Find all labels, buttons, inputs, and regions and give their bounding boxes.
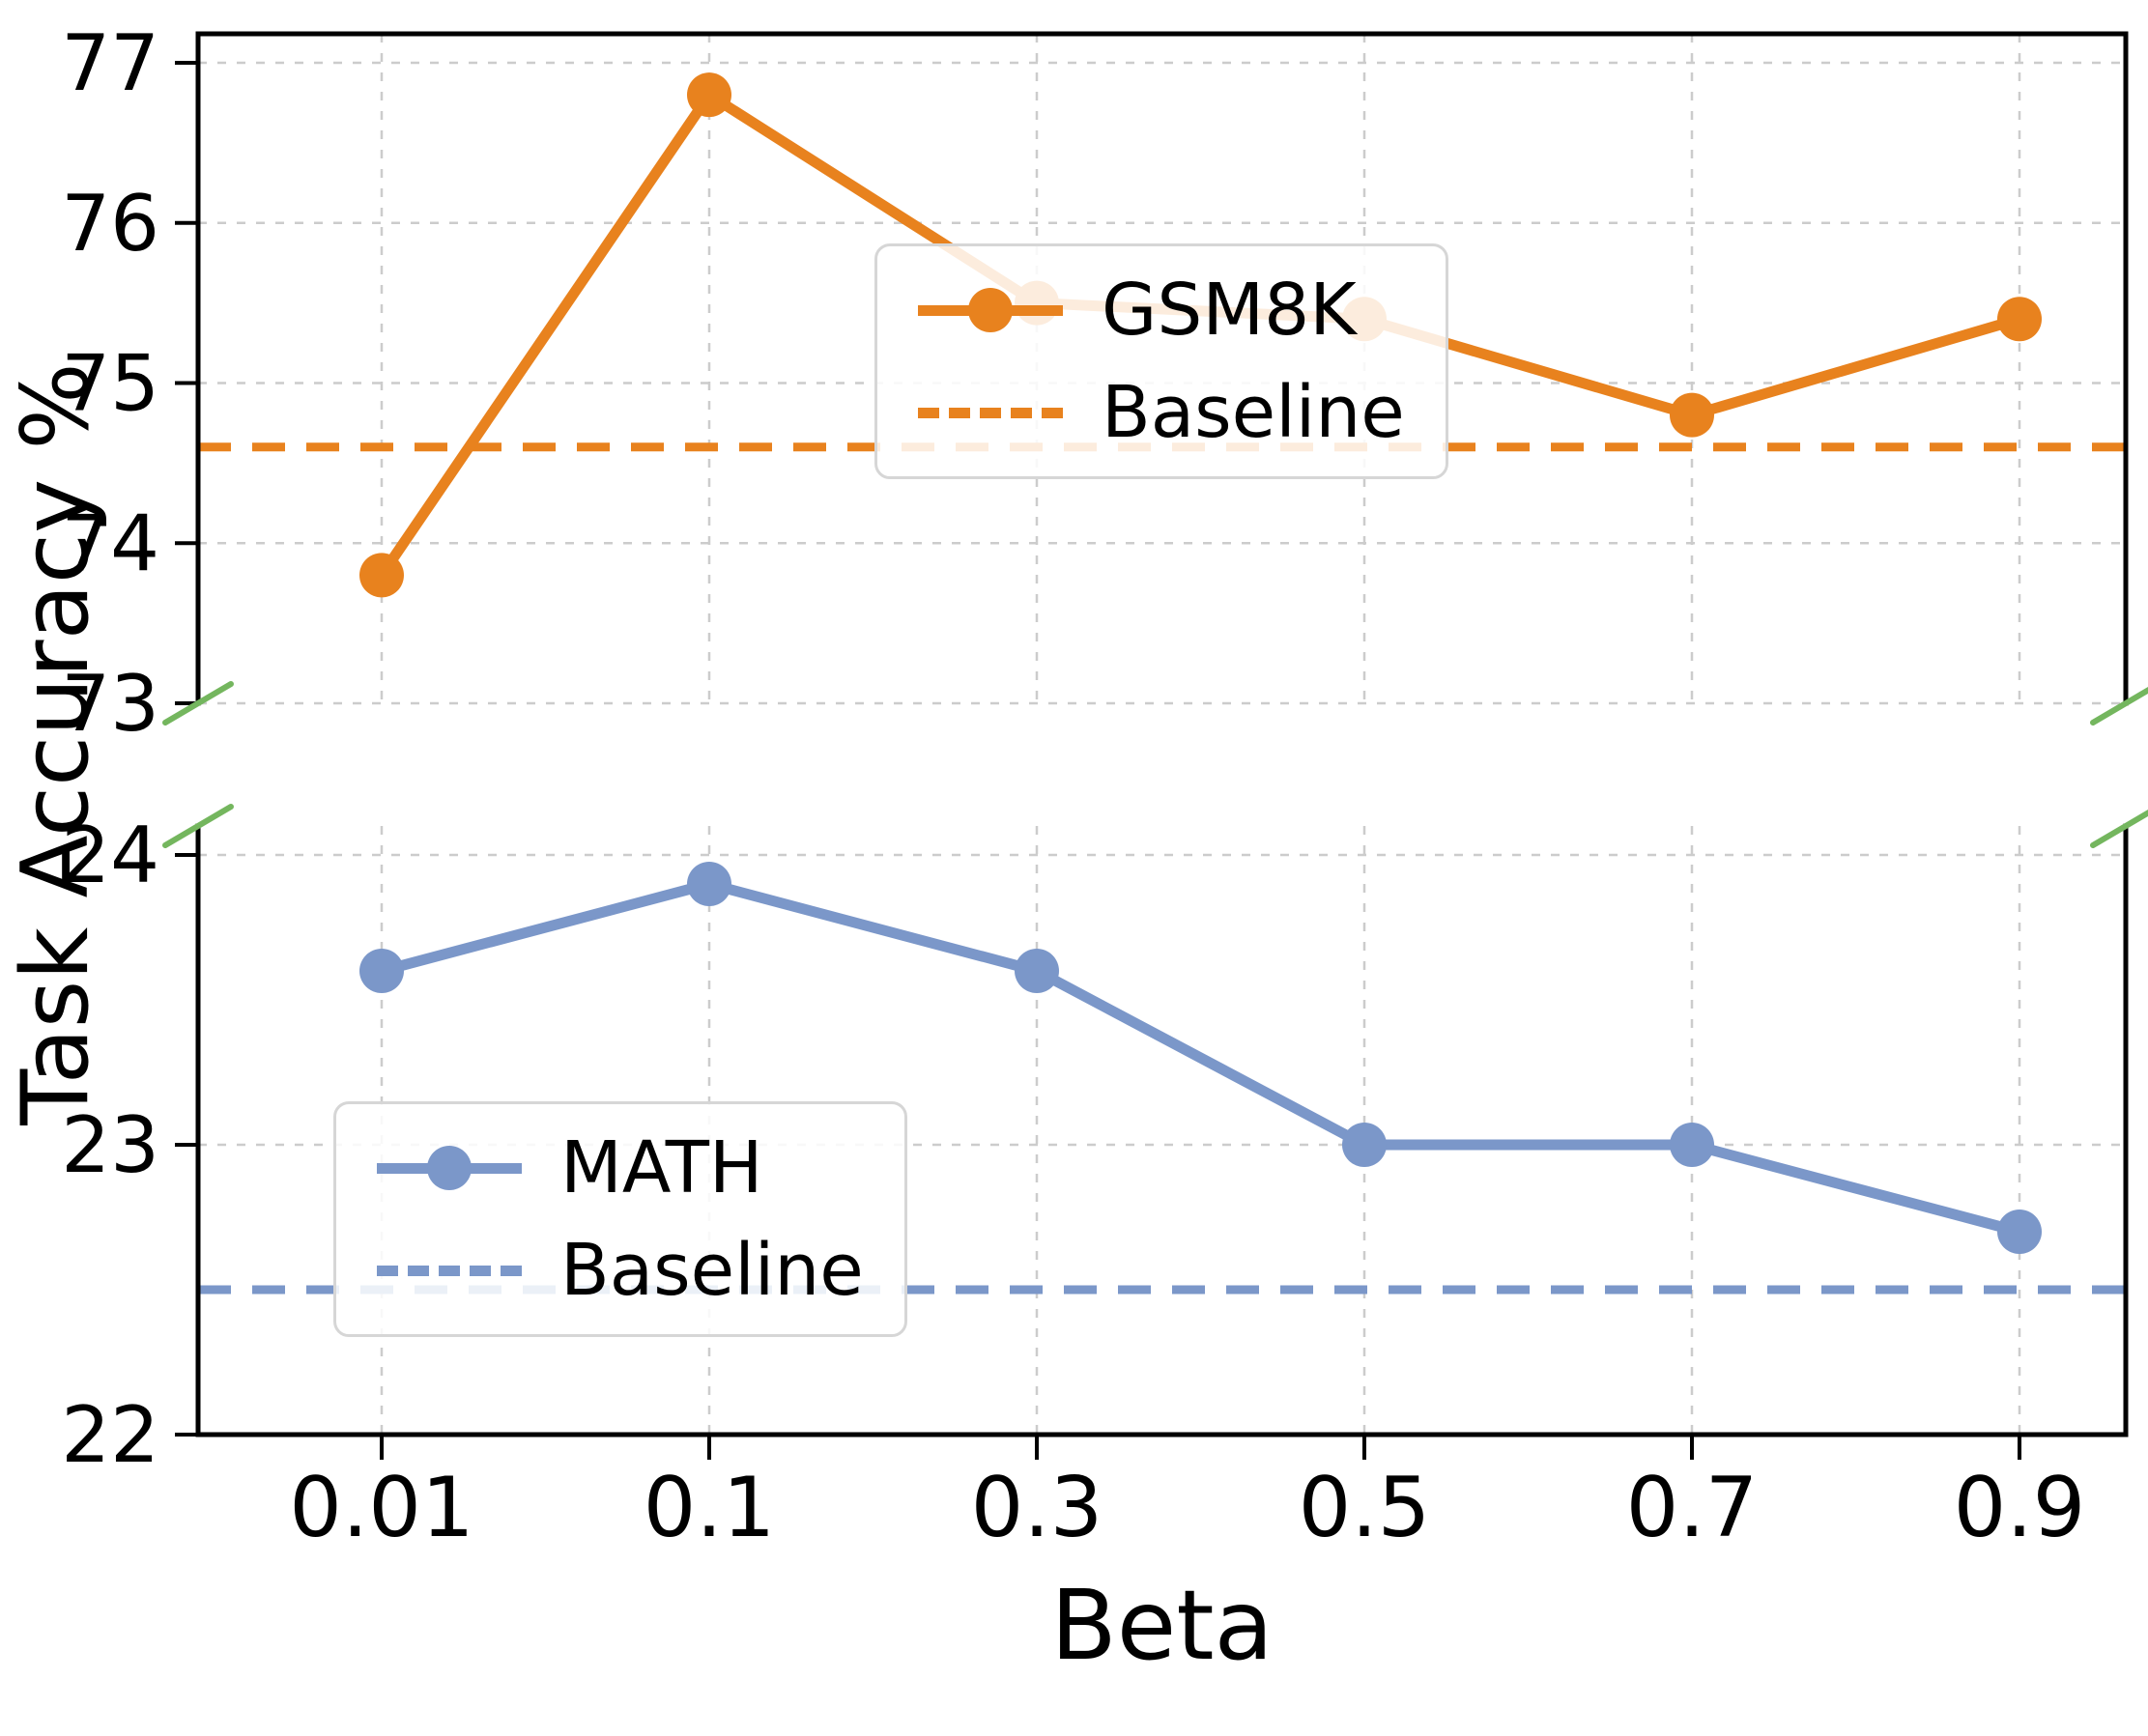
x-tick-label: 0.7 bbox=[1626, 1460, 1759, 1556]
axes-spines bbox=[195, 31, 2129, 1437]
legend-label-gsm8k: GSM8K bbox=[1102, 269, 1357, 352]
y-tick-label: 73 bbox=[61, 659, 159, 749]
y-tick-label: 75 bbox=[61, 339, 159, 429]
legend-math: MATH Baseline bbox=[333, 1101, 907, 1337]
x-tick-label: 0.3 bbox=[971, 1460, 1103, 1556]
x-axis-label: Beta bbox=[1050, 1569, 1274, 1682]
legend-label-math: MATH bbox=[560, 1126, 763, 1210]
legend-item-math-baseline: Baseline bbox=[377, 1228, 864, 1313]
tick-labels: 73 74 75 76 77 22 23 24 0.01 0.1 0.3 0.5 0.7 0.9 bbox=[61, 18, 2085, 1556]
gsm8k-baseline-swatch bbox=[918, 407, 1063, 418]
math-markers bbox=[359, 862, 2042, 1254]
y-tick-label: 22 bbox=[61, 1390, 159, 1480]
x-tick-label: 0.5 bbox=[1299, 1460, 1431, 1556]
y-tick-label: 74 bbox=[61, 498, 159, 588]
x-tick-label: 0.1 bbox=[644, 1460, 776, 1556]
y-tick-label: 23 bbox=[61, 1100, 159, 1190]
axis-ticks bbox=[175, 61, 2021, 1460]
y-tick-label: 77 bbox=[61, 18, 159, 108]
legend-item-math: MATH bbox=[377, 1125, 864, 1210]
math-baseline-swatch bbox=[377, 1265, 522, 1276]
x-tick-label: 0.01 bbox=[289, 1460, 473, 1556]
axis-break-marks bbox=[162, 681, 2148, 848]
legend-gsm8k: GSM8K Baseline bbox=[874, 243, 1448, 479]
math-line-swatch bbox=[377, 1145, 522, 1190]
x-tick-label: 0.9 bbox=[1954, 1460, 2086, 1556]
y-axis-label: Task Accuracy % bbox=[3, 362, 109, 1125]
y-tick-label: 76 bbox=[61, 179, 159, 269]
y-tick-label: 24 bbox=[61, 811, 159, 900]
legend-label-math-baseline: Baseline bbox=[560, 1229, 864, 1312]
legend-item-gsm8k: GSM8K bbox=[918, 268, 1405, 353]
math-line bbox=[376, 878, 2025, 1238]
legend-label-gsm8k-baseline: Baseline bbox=[1102, 371, 1405, 454]
gsm8k-marker-swatch bbox=[968, 287, 1013, 332]
legend-item-gsm8k-baseline: Baseline bbox=[918, 370, 1405, 455]
math-marker-swatch bbox=[427, 1145, 472, 1190]
gsm8k-line-swatch bbox=[918, 287, 1063, 332]
